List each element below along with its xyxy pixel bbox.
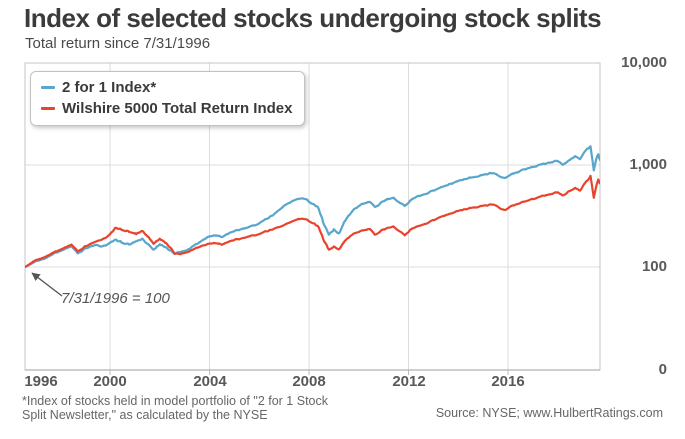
series-swatch-red-icon bbox=[41, 107, 55, 110]
y-tick-100: 100 bbox=[641, 258, 667, 275]
x-tick-2004: 2004 bbox=[193, 373, 227, 390]
x-tick-2016: 2016 bbox=[491, 373, 525, 390]
annotation-arrow-icon bbox=[31, 272, 63, 297]
legend-label-2for1: 2 for 1 Index* bbox=[62, 79, 157, 96]
footnote: *Index of stocks held in model portfolio… bbox=[22, 394, 328, 422]
source-credit: Source: NYSE; www.HulbertRatings.com bbox=[435, 406, 663, 420]
x-tick-1996: 1996 bbox=[24, 373, 58, 390]
chart-subtitle: Total return since 7/31/1996 bbox=[25, 35, 211, 52]
legend-item-2for1: 2 for 1 Index* bbox=[41, 77, 292, 98]
y-tick-10000: 10,000 bbox=[621, 54, 667, 71]
y-tick-0: 0 bbox=[658, 361, 667, 378]
series-swatch-blue-icon bbox=[41, 86, 55, 89]
series-line-wilshire bbox=[25, 174, 600, 269]
legend-label-wilshire: Wilshire 5000 Total Return Index bbox=[62, 100, 293, 117]
y-tick-1000: 1,000 bbox=[629, 156, 667, 173]
legend-item-wilshire: Wilshire 5000 Total Return Index bbox=[41, 98, 292, 119]
series-line-2for1 bbox=[25, 145, 600, 269]
x-tick-2012: 2012 bbox=[392, 373, 426, 390]
x-tick-2008: 2008 bbox=[292, 373, 326, 390]
chart-title: Index of selected stocks undergoing stoc… bbox=[24, 3, 602, 33]
base-value-annotation: 7/31/1996 = 100 bbox=[61, 290, 170, 307]
x-tick-2000: 2000 bbox=[93, 373, 127, 390]
series-lines bbox=[25, 145, 600, 269]
legend: 2 for 1 Index* Wilshire 5000 Total Retur… bbox=[30, 71, 306, 126]
